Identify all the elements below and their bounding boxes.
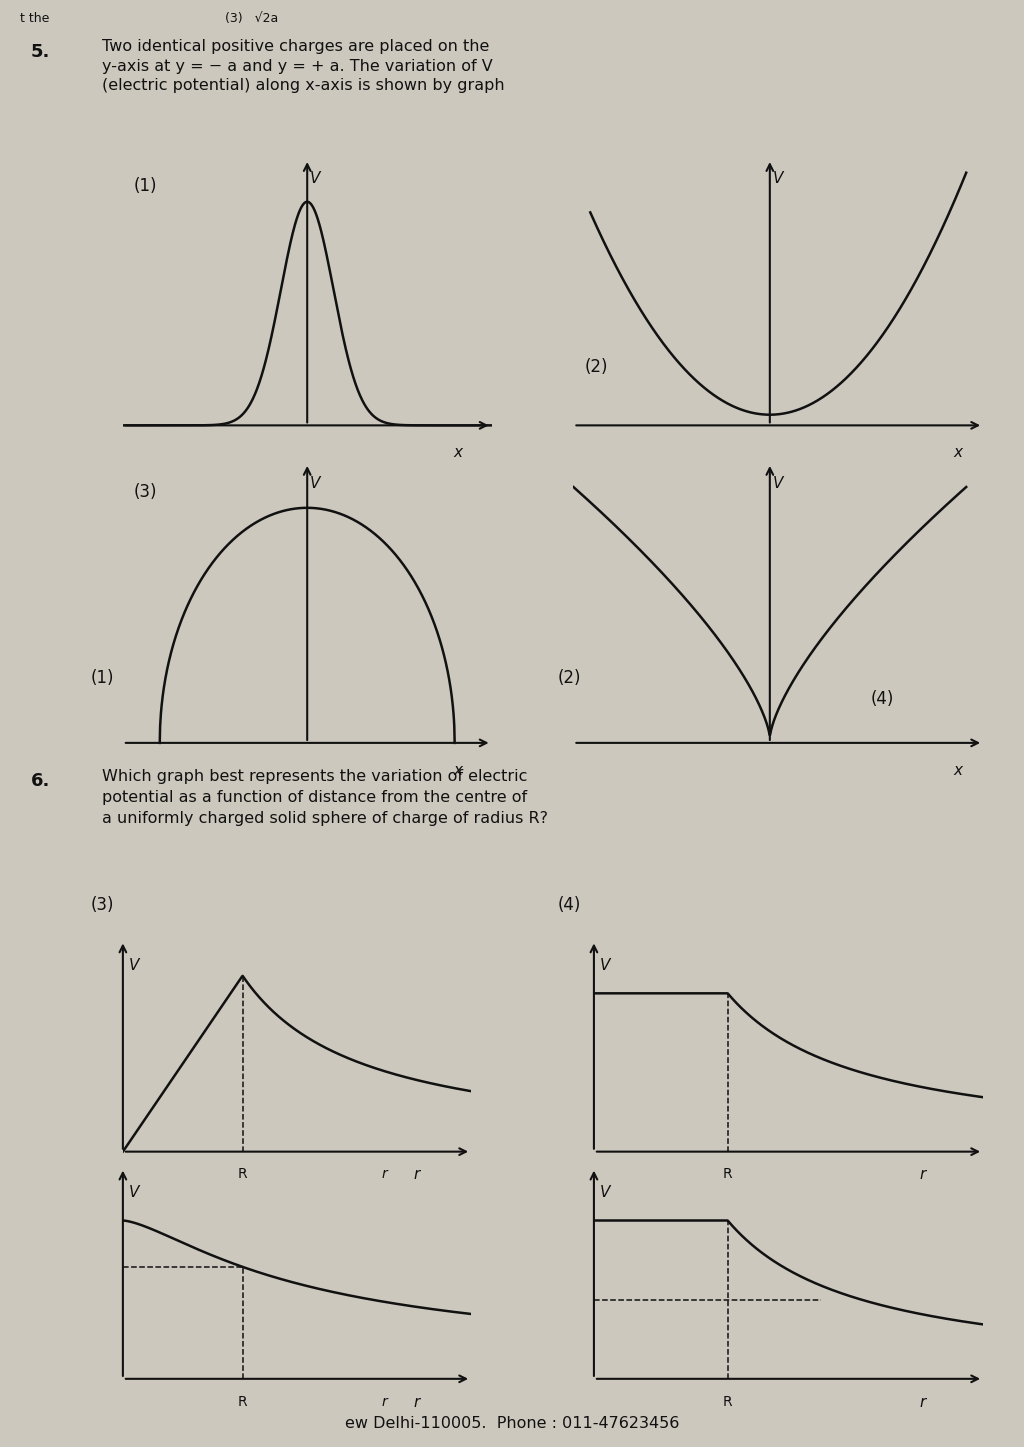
Text: 5.: 5. bbox=[31, 43, 50, 61]
Text: R: R bbox=[238, 1168, 248, 1181]
Text: V: V bbox=[600, 1185, 610, 1201]
Text: x: x bbox=[454, 763, 463, 778]
Text: ew Delhi-110005.  Phone : 011-47623456: ew Delhi-110005. Phone : 011-47623456 bbox=[345, 1417, 679, 1431]
Text: r: r bbox=[920, 1168, 926, 1182]
Text: (1): (1) bbox=[90, 669, 114, 687]
Text: r: r bbox=[381, 1168, 387, 1181]
Text: V: V bbox=[773, 171, 783, 185]
Text: x: x bbox=[953, 763, 962, 778]
Text: R: R bbox=[238, 1395, 248, 1408]
Text: r: r bbox=[920, 1395, 926, 1409]
Text: (1): (1) bbox=[133, 177, 157, 195]
Text: (3): (3) bbox=[90, 896, 114, 915]
Text: Which graph best represents the variation of electric
potential as a function of: Which graph best represents the variatio… bbox=[102, 768, 549, 826]
Text: (4): (4) bbox=[557, 896, 581, 915]
Text: 6.: 6. bbox=[31, 771, 50, 790]
Text: (3): (3) bbox=[133, 483, 157, 501]
Text: R: R bbox=[723, 1395, 732, 1408]
Text: r: r bbox=[414, 1168, 420, 1182]
Text: x: x bbox=[454, 444, 463, 460]
Text: t the: t the bbox=[20, 13, 50, 25]
Text: (2): (2) bbox=[557, 669, 581, 687]
Text: Two identical positive charges are placed on the
y-axis at y = − a and y = + a. : Two identical positive charges are place… bbox=[102, 39, 505, 94]
Text: r: r bbox=[414, 1395, 420, 1409]
Text: V: V bbox=[773, 476, 783, 491]
Text: V: V bbox=[128, 1185, 138, 1201]
Text: R: R bbox=[723, 1168, 732, 1181]
Text: x: x bbox=[953, 444, 962, 460]
Text: V: V bbox=[128, 958, 138, 974]
Text: (2): (2) bbox=[585, 357, 608, 376]
Text: V: V bbox=[310, 171, 321, 185]
Text: (4): (4) bbox=[870, 690, 894, 708]
Text: r: r bbox=[381, 1395, 387, 1408]
Text: (3)   √2a: (3) √2a bbox=[225, 13, 279, 25]
Text: V: V bbox=[600, 958, 610, 974]
Text: V: V bbox=[310, 476, 321, 491]
